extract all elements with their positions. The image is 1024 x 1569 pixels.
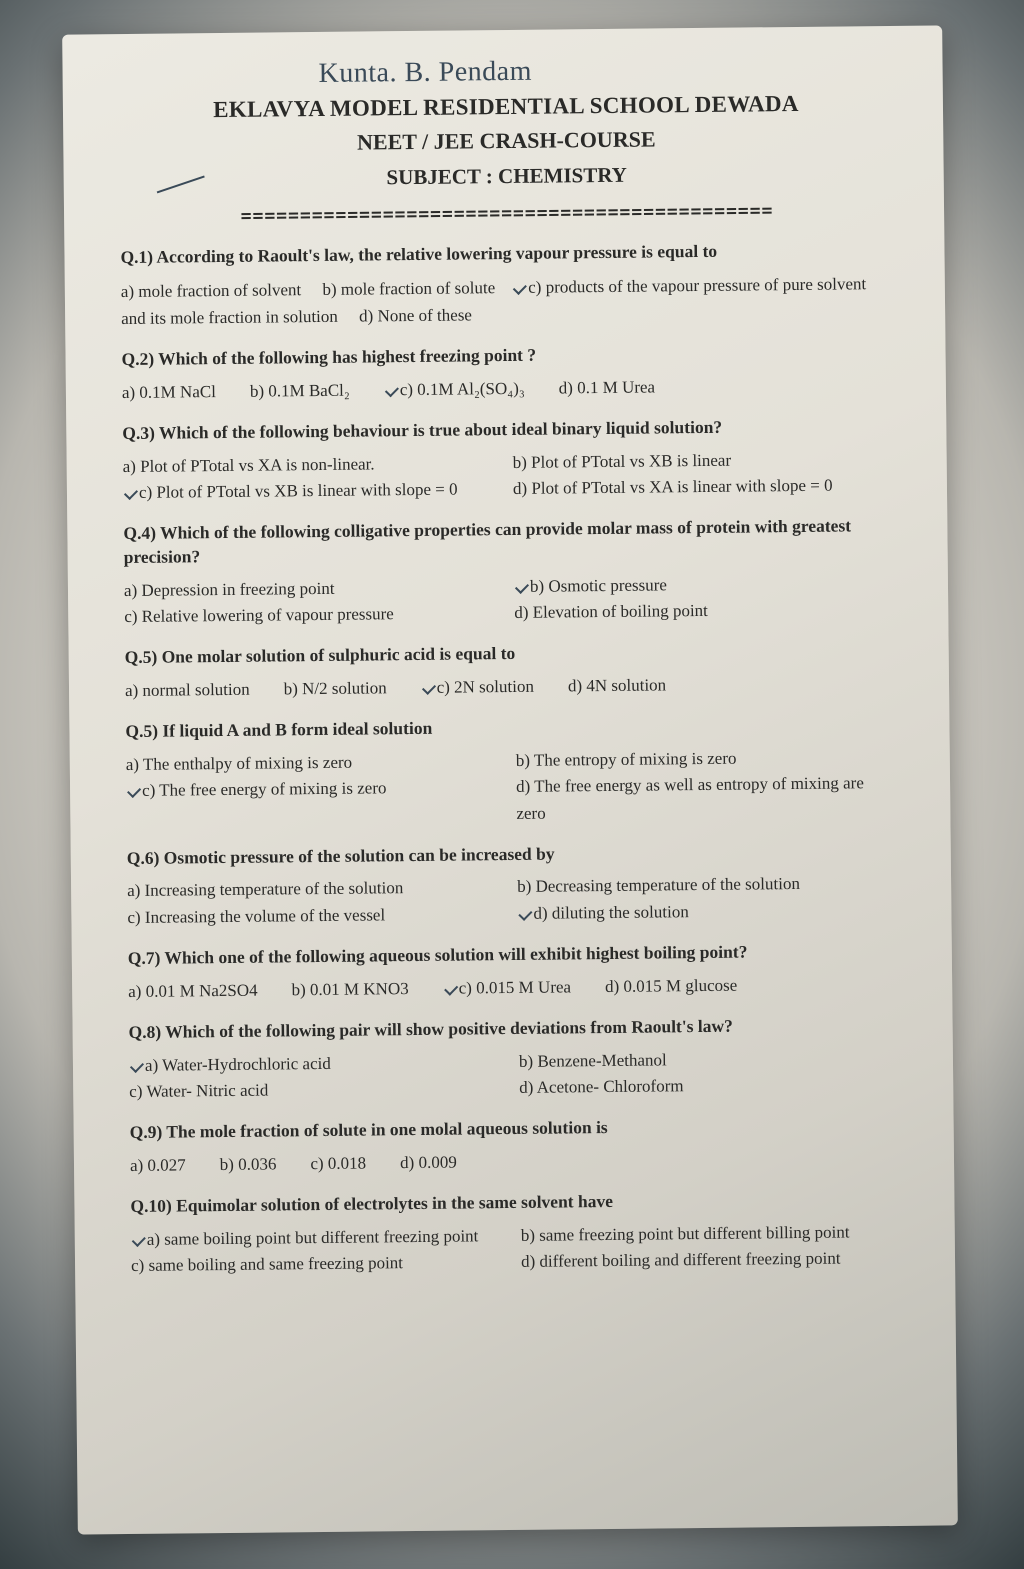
tick-icon bbox=[123, 487, 137, 497]
q1-text: Q.1) According to Raoult's law, the rela… bbox=[120, 238, 894, 270]
q8-options: a) Water-Hydrochloric acid b) Benzene-Me… bbox=[129, 1045, 904, 1106]
school-title: EKLAVYA MODEL RESIDENTIAL SCHOOL DEWADA bbox=[119, 90, 893, 124]
tick-icon bbox=[517, 908, 531, 918]
q3-text: Q.3) Which of the following behaviour is… bbox=[122, 414, 896, 446]
separator-line: ========================================… bbox=[120, 199, 894, 228]
q6-opt-b: b) Decreasing temperature of the solutio… bbox=[517, 871, 873, 901]
q7-opt-a: a) 0.01 M Na2SO4 bbox=[128, 977, 258, 1005]
q8-opt-b: b) Benzene-Methanol bbox=[519, 1045, 875, 1075]
q7-options: a) 0.01 M Na2SO4 b) 0.01 M KNO3 c) 0.015… bbox=[128, 971, 902, 1005]
q5-opt-c: c) 2N solution bbox=[421, 674, 535, 702]
q5b-opt-a: a) The enthalpy of mixing is zero bbox=[126, 748, 482, 778]
q1-options: a) mole fraction of solvent b) mole frac… bbox=[121, 270, 896, 332]
q9-text: Q.9) The mole fraction of solute in one … bbox=[130, 1113, 904, 1145]
q9-options: a) 0.027 b) 0.036 c) 0.018 d) 0.009 bbox=[130, 1145, 904, 1179]
q2-opt-b: b) 0.1M BaCl₂ bbox=[250, 377, 350, 404]
q3-opt-b: b) Plot of PTotal vs XB is linear bbox=[513, 446, 869, 476]
q10-opt-c: c) same boiling and same freezing point bbox=[131, 1250, 487, 1280]
q9-opt-b: b) 0.036 bbox=[220, 1152, 277, 1179]
q8-opt-d: d) Acetone- Chloroform bbox=[519, 1071, 875, 1101]
q5b-opt-d: d) The free energy as well as entropy of… bbox=[516, 770, 873, 826]
q6-text: Q.6) Osmotic pressure of the solution ca… bbox=[127, 839, 901, 871]
q7-opt-c: c) 0.015 M Urea bbox=[443, 974, 572, 1002]
q1-opt-a: a) mole fraction of solvent bbox=[121, 280, 302, 301]
tick-icon bbox=[131, 1234, 145, 1244]
q5-options: a) normal solution b) N/2 solution c) 2N… bbox=[125, 670, 899, 704]
q6-opt-d: d) diluting the solution bbox=[517, 897, 873, 927]
q8-text: Q.8) Which of the following pair will sh… bbox=[129, 1013, 903, 1045]
q5b-opt-c: c) The free energy of mixing is zero bbox=[126, 774, 483, 830]
q9-opt-d: d) 0.009 bbox=[400, 1150, 457, 1177]
q5b-options: a) The enthalpy of mixing is zero b) The… bbox=[126, 744, 901, 831]
subject-title: SUBJECT : CHEMISTRY bbox=[120, 160, 894, 193]
q9-opt-a: a) 0.027 bbox=[130, 1152, 186, 1179]
tick-icon bbox=[129, 1060, 143, 1070]
tick-icon bbox=[512, 281, 526, 291]
q6-options: a) Increasing temperature of the solutio… bbox=[127, 870, 902, 931]
q7-opt-b: b) 0.01 M KNO3 bbox=[291, 976, 408, 1004]
q8-opt-c: c) Water- Nitric acid bbox=[129, 1075, 485, 1105]
q10-opt-a: a) same boiling point but different free… bbox=[131, 1223, 487, 1253]
q2-opt-a: a) 0.1M NaCl bbox=[122, 379, 216, 406]
tick-icon bbox=[421, 682, 435, 692]
q5-opt-b: b) N/2 solution bbox=[284, 675, 387, 702]
q4-options: a) Depression in freezing point b) Osmot… bbox=[124, 569, 899, 630]
q4-opt-a: a) Depression in freezing point bbox=[124, 574, 480, 604]
q2-opt-d: d) 0.1 M Urea bbox=[559, 374, 656, 401]
q3-opt-d: d) Plot of PTotal vs XA is linear with s… bbox=[513, 472, 869, 502]
q2-text: Q.2) Which of the following has highest … bbox=[121, 340, 895, 372]
q4-opt-b: b) Osmotic pressure bbox=[514, 570, 870, 600]
course-title: NEET / JEE CRASH-COURSE bbox=[119, 124, 893, 158]
tick-icon bbox=[443, 982, 457, 992]
q9-opt-c: c) 0.018 bbox=[310, 1151, 366, 1178]
q4-opt-c: c) Relative lowering of vapour pressure bbox=[124, 600, 480, 630]
q5-text: Q.5) One molar solution of sulphuric aci… bbox=[125, 638, 899, 670]
q10-text: Q.10) Equimolar solution of electrolytes… bbox=[130, 1187, 904, 1219]
q3-options: a) Plot of PTotal vs XA is non-linear. b… bbox=[123, 446, 898, 507]
q5b-opt-b: b) The entropy of mixing is zero bbox=[516, 744, 872, 774]
q10-options: a) same boiling point but different free… bbox=[131, 1219, 906, 1280]
q2-options: a) 0.1M NaCl b) 0.1M BaCl₂ c) 0.1M Al₂(S… bbox=[122, 372, 896, 406]
q7-text: Q.7) Which one of the following aqueous … bbox=[128, 939, 902, 971]
q2-opt-c: c) 0.1M Al₂(SO₄)₃ bbox=[384, 375, 525, 403]
q3-opt-a: a) Plot of PTotal vs XA is non-linear. bbox=[123, 450, 479, 480]
tick-icon bbox=[126, 785, 140, 795]
exam-paper: Kunta. B. Pendam EKLAVYA MODEL RESIDENTI… bbox=[62, 25, 958, 1534]
q5-opt-d: d) 4N solution bbox=[568, 672, 667, 699]
tick-icon bbox=[384, 384, 398, 394]
q8-opt-a: a) Water-Hydrochloric acid bbox=[129, 1049, 485, 1079]
q1-opt-b: b) mole fraction of solute bbox=[322, 278, 495, 299]
q6-opt-c: c) Increasing the volume of the vessel bbox=[127, 901, 483, 931]
q1-opt-d: d) None of these bbox=[359, 305, 472, 325]
q7-opt-d: d) 0.015 M glucose bbox=[605, 972, 737, 1000]
q10-opt-d: d) different boiling and different freez… bbox=[521, 1246, 877, 1276]
q5-opt-a: a) normal solution bbox=[125, 677, 250, 705]
q10-opt-b: b) same freezing point but different bil… bbox=[521, 1219, 877, 1249]
q6-opt-a: a) Increasing temperature of the solutio… bbox=[127, 875, 483, 905]
photo-background: Kunta. B. Pendam EKLAVYA MODEL RESIDENTI… bbox=[0, 0, 1024, 1569]
q3-opt-c: c) Plot of PTotal vs XB is linear with s… bbox=[123, 476, 479, 506]
q4-opt-d: d) Elevation of boiling point bbox=[514, 596, 870, 626]
tick-icon bbox=[514, 580, 528, 590]
q5b-text: Q.5) If liquid A and B form ideal soluti… bbox=[125, 712, 899, 744]
q4-text: Q.4) Which of the following colligative … bbox=[123, 514, 897, 569]
handwritten-name: Kunta. B. Pendam bbox=[318, 52, 892, 90]
